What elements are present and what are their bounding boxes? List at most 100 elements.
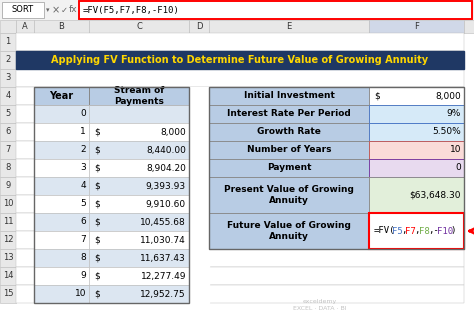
Bar [16, 267, 464, 285]
Text: 6: 6 [5, 127, 11, 136]
Text: 10: 10 [449, 146, 461, 155]
Bar [16, 51, 464, 69]
Text: Initial Investment: Initial Investment [244, 91, 335, 101]
Bar [464, 249, 474, 267]
Text: 7: 7 [80, 235, 86, 245]
Text: D: D [196, 22, 202, 31]
Bar [189, 213, 209, 231]
Text: 4: 4 [5, 91, 10, 101]
Bar [209, 20, 369, 33]
Text: 9,393.93: 9,393.93 [146, 181, 186, 191]
Bar [464, 195, 474, 213]
Text: 9: 9 [80, 271, 86, 280]
Bar [34, 177, 89, 195]
Bar [34, 141, 89, 159]
Text: 5: 5 [5, 110, 10, 118]
Bar [464, 105, 474, 123]
Bar [209, 159, 369, 177]
Bar [209, 213, 369, 249]
Text: 8,440.00: 8,440.00 [146, 146, 186, 155]
Bar [464, 159, 474, 177]
Text: $: $ [94, 235, 100, 245]
Text: F: F [414, 22, 419, 31]
Bar [464, 51, 474, 69]
Bar [209, 87, 369, 105]
Bar [79, 1, 472, 19]
Bar [209, 87, 464, 249]
Text: Stream of
Payments: Stream of Payments [114, 86, 164, 106]
Bar [89, 20, 189, 33]
Bar [16, 123, 464, 141]
Bar [189, 267, 209, 285]
Text: F10: F10 [437, 226, 453, 235]
Bar [464, 285, 474, 303]
Bar [89, 141, 189, 159]
Text: 8,904.20: 8,904.20 [146, 164, 186, 172]
Bar [464, 267, 474, 285]
Text: $: $ [94, 217, 100, 226]
Bar [0, 177, 16, 195]
Bar [34, 20, 89, 33]
Bar [464, 87, 474, 105]
Text: Year: Year [49, 91, 73, 101]
Bar [0, 20, 16, 33]
Bar [34, 123, 89, 141]
Text: ✓: ✓ [61, 6, 67, 15]
Text: Number of Years: Number of Years [247, 146, 331, 155]
Text: 7: 7 [5, 146, 11, 155]
Bar [189, 105, 209, 123]
Text: 8: 8 [5, 164, 11, 172]
Text: C: C [136, 22, 142, 31]
Bar [189, 20, 209, 33]
Text: F5: F5 [392, 226, 403, 235]
Text: 12,952.75: 12,952.75 [140, 290, 186, 299]
Bar [0, 87, 16, 105]
Bar [369, 177, 464, 213]
Bar [189, 285, 209, 303]
Text: 8: 8 [80, 254, 86, 262]
Text: ,: , [414, 226, 420, 235]
Text: Applying FV Function to Determine Future Value of Growing Annuity: Applying FV Function to Determine Future… [52, 55, 428, 65]
Bar [189, 141, 209, 159]
Bar [16, 69, 464, 87]
Text: F7: F7 [405, 226, 416, 235]
Bar [34, 159, 89, 177]
Bar [189, 87, 209, 105]
Text: 11,637.43: 11,637.43 [140, 254, 186, 262]
Bar [464, 123, 474, 141]
Text: =FV(: =FV( [374, 226, 395, 235]
Bar [209, 141, 369, 159]
Bar [89, 285, 189, 303]
Bar [89, 159, 189, 177]
Bar [0, 141, 16, 159]
Text: ▾: ▾ [46, 7, 50, 13]
Text: ,-: ,- [428, 226, 439, 235]
Text: fx: fx [69, 6, 77, 15]
Bar [16, 159, 464, 177]
Bar [89, 105, 189, 123]
Text: 11,030.74: 11,030.74 [140, 235, 186, 245]
Bar [16, 177, 464, 195]
Bar [209, 177, 369, 213]
Bar [369, 159, 464, 177]
Bar [89, 249, 189, 267]
Bar [34, 105, 89, 123]
Bar [0, 51, 16, 69]
Bar [464, 213, 474, 231]
Bar [34, 267, 89, 285]
Bar [209, 105, 369, 123]
Text: 9: 9 [5, 181, 10, 191]
Bar [0, 69, 16, 87]
Text: 8,000: 8,000 [435, 91, 461, 101]
Bar [0, 213, 16, 231]
Text: 13: 13 [3, 254, 13, 262]
Text: 9%: 9% [447, 110, 461, 118]
Bar [369, 123, 464, 141]
Bar [189, 159, 209, 177]
Text: Growth Rate: Growth Rate [257, 127, 321, 136]
Bar [369, 87, 464, 105]
Bar [189, 249, 209, 267]
Text: SORT: SORT [12, 6, 34, 15]
Bar [189, 231, 209, 249]
Bar [369, 141, 464, 159]
